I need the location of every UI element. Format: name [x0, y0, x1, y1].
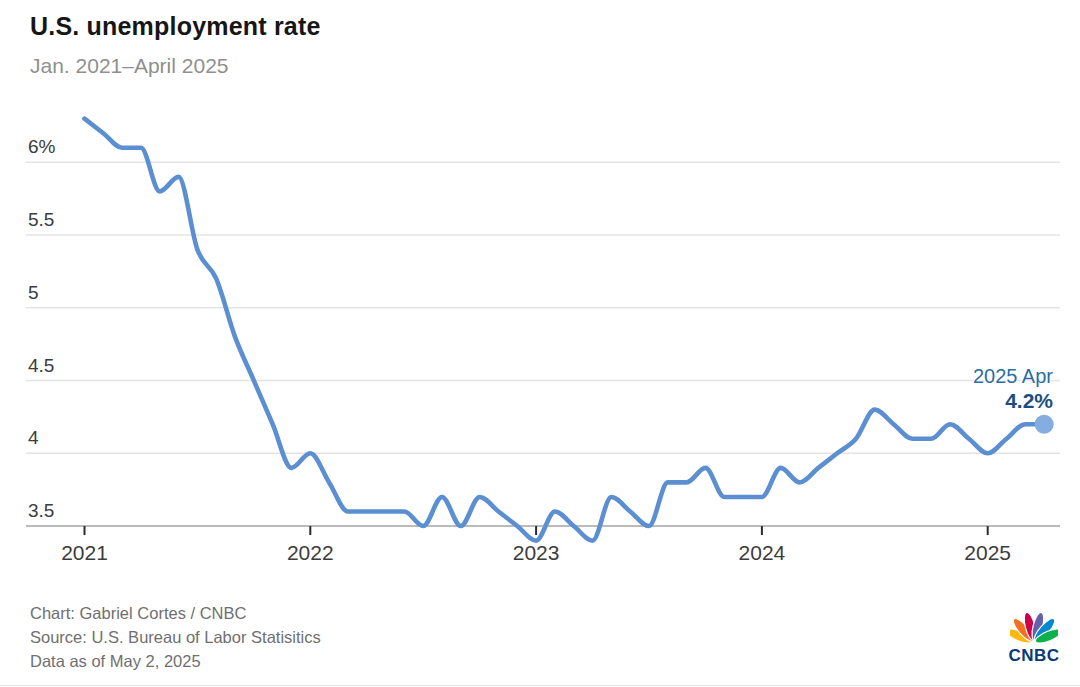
y-tick-label: 4	[28, 427, 39, 449]
y-tick-label: 3.5	[28, 500, 54, 522]
annotation-value: 4.2%	[973, 389, 1053, 413]
x-tick-label: 2023	[491, 541, 581, 565]
endpoint-annotation: 2025 Apr 4.2%	[973, 365, 1053, 413]
y-tick-label: 5	[28, 282, 39, 304]
footer-source: Source: U.S. Bureau of Labor Statisitics	[30, 625, 321, 649]
x-tick-label: 2024	[717, 541, 807, 565]
peacock-icon	[1010, 610, 1058, 644]
y-tick-label: 6%	[28, 136, 55, 158]
footer-asof: Data as of May 2, 2025	[30, 649, 321, 673]
unemployment-line-chart	[0, 0, 1080, 687]
end-point-dot	[1035, 415, 1054, 434]
y-tick-label: 4.5	[28, 355, 54, 377]
footer-credit: Chart: Gabriel Cortes / CNBC	[30, 601, 321, 625]
bottom-divider	[0, 685, 1080, 686]
unemployment-line	[85, 119, 1045, 541]
x-tick-label: 2022	[265, 541, 355, 565]
y-tick-label: 5.5	[28, 209, 54, 231]
cnbc-logo: CNBC	[1006, 610, 1062, 666]
cnbc-wordmark: CNBC	[1006, 646, 1062, 666]
annotation-date: 2025 Apr	[973, 365, 1053, 388]
chart-footer: Chart: Gabriel Cortes / CNBC Source: U.S…	[30, 601, 321, 673]
chart-card: U.S. unemployment rate Jan. 2021–April 2…	[0, 0, 1080, 687]
x-tick-label: 2025	[943, 541, 1033, 565]
x-tick-label: 2021	[40, 541, 130, 565]
